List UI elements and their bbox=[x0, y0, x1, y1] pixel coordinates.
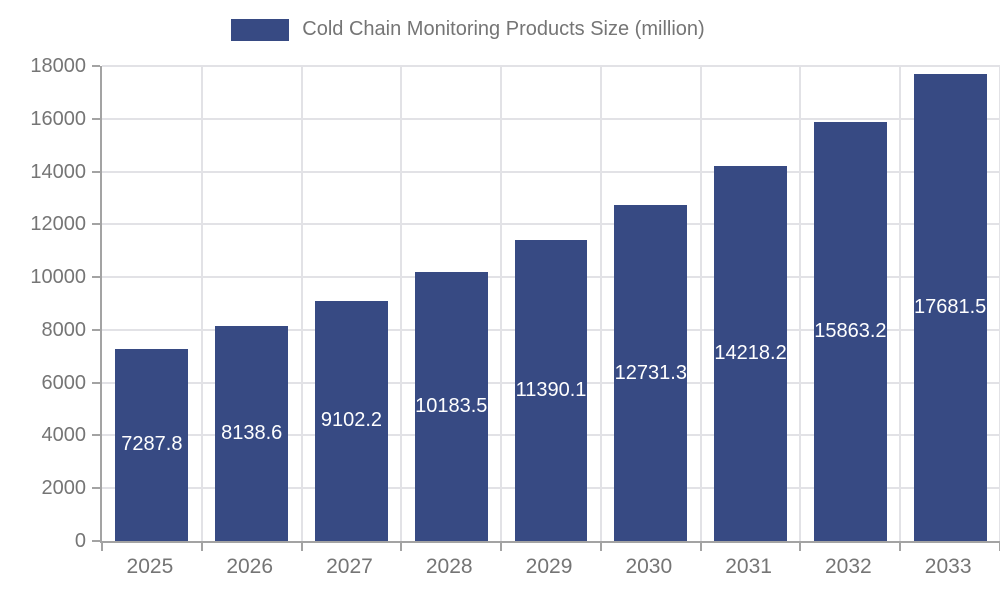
bar-value-label: 7287.8 bbox=[121, 433, 183, 456]
v-gridline bbox=[899, 66, 902, 541]
y-axis-label: 6000 bbox=[41, 371, 87, 394]
bar-slot: 17681.5 bbox=[900, 66, 1000, 541]
bar-value-label: 10183.5 bbox=[415, 395, 488, 418]
bar-slot: 7287.8 bbox=[102, 66, 202, 541]
y-axis-label: 12000 bbox=[30, 213, 86, 236]
bar-slot: 9102.2 bbox=[302, 66, 402, 541]
bar-value-label: 9102.2 bbox=[320, 409, 383, 432]
y-axis-label: 2000 bbox=[41, 477, 87, 500]
v-gridline bbox=[200, 66, 203, 541]
x-axis-label: 2031 bbox=[725, 555, 772, 578]
bar-value-label: 17681.5 bbox=[913, 296, 987, 319]
bar[interactable]: 14218.2 bbox=[714, 165, 787, 541]
x-axis-label: 2025 bbox=[126, 555, 174, 578]
x-axis-tick bbox=[400, 543, 403, 551]
x-axis-tick bbox=[899, 543, 902, 551]
y-axis-tick bbox=[92, 276, 100, 279]
x-axis-label: 2033 bbox=[924, 555, 972, 578]
bar-slot: 11390.1 bbox=[501, 66, 601, 541]
bar-slot: 15863.2 bbox=[800, 66, 900, 541]
y-axis-label: 4000 bbox=[41, 424, 87, 447]
bar-value-label: 14218.2 bbox=[714, 341, 787, 364]
y-axis-tick bbox=[92, 65, 100, 67]
v-gridline bbox=[500, 66, 503, 541]
x-axis-tick bbox=[799, 543, 802, 551]
x-axis-tick bbox=[200, 543, 203, 551]
bar[interactable]: 12731.3 bbox=[614, 205, 688, 541]
bar-slot: 14218.2 bbox=[701, 66, 801, 541]
x-axis-labels: 2025 2026 2027 2028 2029 2030 2031 2032 2033 bbox=[100, 555, 998, 579]
h-gridline bbox=[102, 117, 1000, 120]
y-axis-label: 0 bbox=[74, 530, 86, 552]
y-axis-labels: 0 2000 4000 6000 8000 10000 12000 14000 16000 180… bbox=[0, 56, 87, 551]
v-gridline bbox=[599, 66, 602, 541]
h-gridline bbox=[102, 65, 1000, 67]
y-axis-tick bbox=[92, 381, 100, 384]
x-axis-label: 2027 bbox=[326, 555, 373, 578]
y-axis-tick bbox=[92, 328, 100, 331]
bar-slot: 8138.6 bbox=[202, 66, 302, 541]
x-axis-tick bbox=[300, 543, 303, 551]
x-axis-tick bbox=[500, 543, 503, 551]
bar[interactable]: 9102.2 bbox=[315, 300, 388, 541]
plot-area: 7287.8 8138.6 9102.2 10183.5 11390.1 12731.3 1… bbox=[92, 65, 1000, 551]
y-axis-tick bbox=[92, 117, 100, 120]
x-axis-label: 2028 bbox=[425, 555, 473, 578]
y-axis-label: 8000 bbox=[41, 318, 87, 341]
x-axis-label: 2032 bbox=[825, 555, 872, 578]
y-axis-label: 18000 bbox=[30, 55, 86, 77]
x-axis-label: 2026 bbox=[226, 555, 274, 578]
y-axis-tick bbox=[92, 223, 100, 226]
bar[interactable]: 11390.1 bbox=[514, 240, 588, 541]
y-axis-tick bbox=[92, 434, 100, 437]
x-axis-tick bbox=[599, 543, 602, 551]
legend-swatch-icon bbox=[231, 18, 290, 41]
bar[interactable]: 7287.8 bbox=[115, 348, 189, 541]
bar[interactable]: 17681.5 bbox=[913, 74, 987, 541]
bar[interactable]: 8138.6 bbox=[215, 326, 289, 541]
y-axis-tick bbox=[92, 170, 100, 173]
bar-value-label: 8138.6 bbox=[221, 422, 283, 445]
legend-label: Cold Chain Monitoring Products Size (mil… bbox=[302, 18, 705, 40]
bar-slot: 10183.5 bbox=[401, 66, 501, 541]
x-axis-label: 2030 bbox=[625, 555, 673, 578]
bar-slot: 12731.3 bbox=[601, 66, 701, 541]
h-gridline bbox=[102, 170, 1000, 173]
y-axis-label: 14000 bbox=[30, 160, 86, 183]
bars-container: 7287.8 8138.6 9102.2 10183.5 11390.1 12731.3 1… bbox=[102, 66, 1000, 541]
v-gridline bbox=[699, 66, 702, 541]
h-gridline bbox=[102, 223, 1000, 226]
y-axis-label: 16000 bbox=[30, 107, 86, 130]
bar-value-label: 12731.3 bbox=[614, 361, 687, 384]
v-gridline bbox=[799, 66, 802, 541]
y-axis-tick bbox=[92, 540, 100, 542]
y-axis-label: 10000 bbox=[30, 266, 86, 289]
x-axis-label: 2029 bbox=[525, 555, 573, 578]
x-axis-tick bbox=[699, 543, 702, 551]
legend[interactable]: Cold Chain Monitoring Products Size (mil… bbox=[0, 18, 1000, 41]
x-axis-tick bbox=[101, 543, 103, 551]
v-gridline bbox=[300, 66, 303, 541]
bar[interactable]: 10183.5 bbox=[414, 272, 488, 541]
bar-value-label: 11390.1 bbox=[515, 379, 587, 402]
bar[interactable]: 15863.2 bbox=[813, 122, 887, 541]
v-gridline bbox=[400, 66, 403, 541]
y-axis-tick bbox=[92, 487, 100, 490]
bar-value-label: 15863.2 bbox=[814, 320, 887, 343]
